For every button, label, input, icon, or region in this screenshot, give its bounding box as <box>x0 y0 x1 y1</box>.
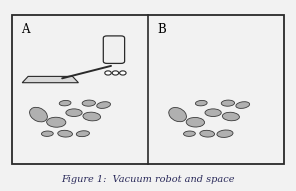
Ellipse shape <box>112 71 119 75</box>
Ellipse shape <box>83 112 101 121</box>
Ellipse shape <box>66 109 82 117</box>
Ellipse shape <box>217 130 233 137</box>
Ellipse shape <box>236 102 250 108</box>
Ellipse shape <box>195 100 207 106</box>
Ellipse shape <box>30 107 47 122</box>
Ellipse shape <box>47 117 66 127</box>
Text: Figure 1:  Vacuum robot and space: Figure 1: Vacuum robot and space <box>61 175 235 184</box>
Ellipse shape <box>222 112 239 121</box>
Ellipse shape <box>105 71 111 75</box>
Ellipse shape <box>120 71 126 75</box>
Ellipse shape <box>59 100 71 106</box>
Ellipse shape <box>169 108 186 122</box>
Ellipse shape <box>186 117 205 127</box>
Ellipse shape <box>82 100 95 106</box>
Ellipse shape <box>184 131 195 136</box>
FancyBboxPatch shape <box>103 36 125 63</box>
Ellipse shape <box>205 109 221 117</box>
Ellipse shape <box>76 131 89 137</box>
Ellipse shape <box>41 131 53 136</box>
FancyBboxPatch shape <box>12 15 284 164</box>
Text: A: A <box>21 23 29 36</box>
Ellipse shape <box>97 102 110 108</box>
Ellipse shape <box>200 130 215 137</box>
Ellipse shape <box>221 100 234 106</box>
Text: B: B <box>157 23 166 36</box>
Ellipse shape <box>58 130 73 137</box>
Polygon shape <box>22 76 78 83</box>
